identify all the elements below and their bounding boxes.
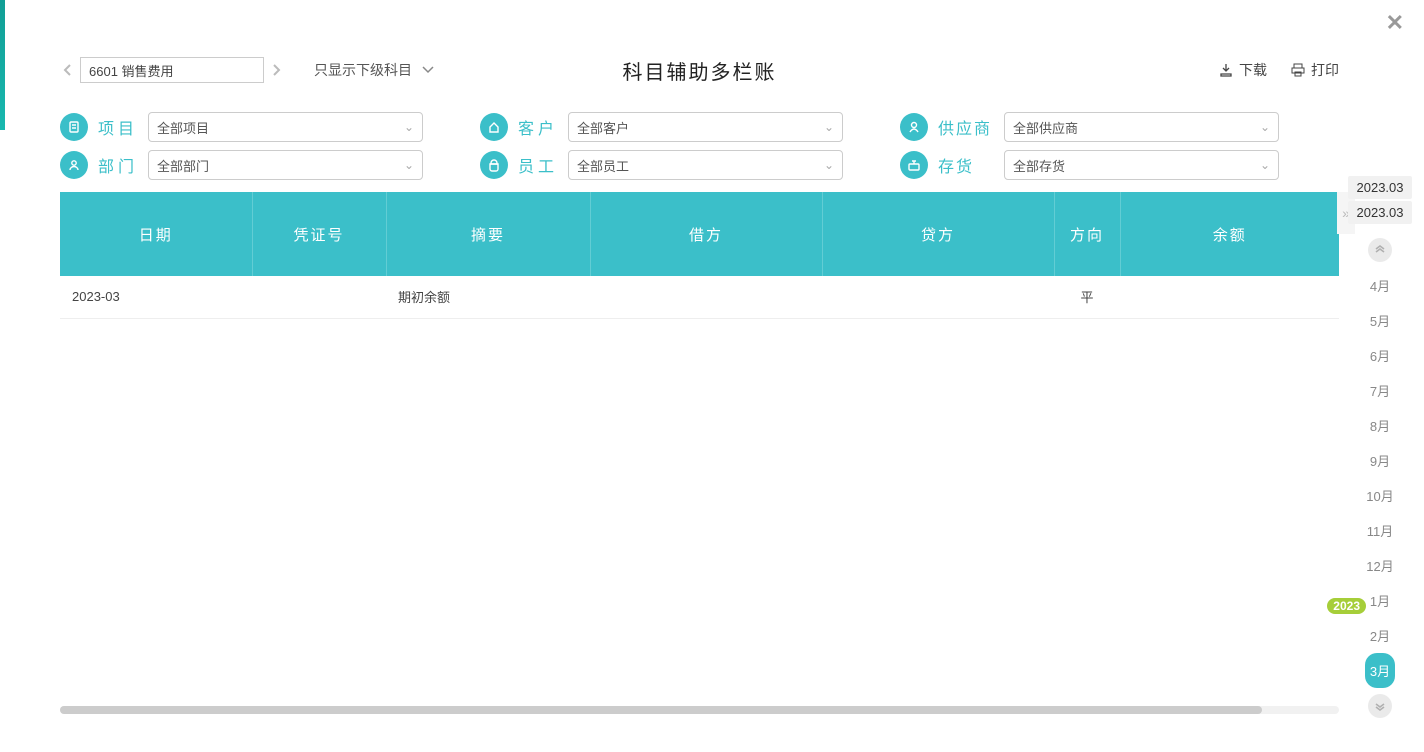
customer-icon xyxy=(480,113,508,141)
supplier-selected: 全部供应商 xyxy=(1013,118,1078,137)
chevron-down-icon xyxy=(422,66,434,74)
inventory-label: 存货 xyxy=(938,153,994,177)
month-item[interactable]: 6月 xyxy=(1348,338,1412,373)
month-item[interactable]: 3月 xyxy=(1365,653,1395,688)
inventory-icon xyxy=(900,151,928,179)
inventory-select[interactable]: 全部存货 ⌄ xyxy=(1004,150,1279,180)
department-select[interactable]: 全部部门 ⌄ xyxy=(148,150,423,180)
scrollbar-thumb[interactable] xyxy=(60,706,1262,714)
cell-balance xyxy=(1120,276,1339,318)
title-actions: 下载 打印 xyxy=(1219,60,1339,80)
period-from[interactable]: 2023.03 xyxy=(1348,176,1412,199)
department-icon xyxy=(60,151,88,179)
col-credit: 贷方 xyxy=(822,192,1054,276)
table-wrap: » 日期 凭证号 摘要 借方 贷方 方向 余额 2023-03期初余额平 xyxy=(60,192,1339,319)
department-selected: 全部部门 xyxy=(157,156,209,175)
month-item[interactable]: 7月 xyxy=(1348,373,1412,408)
chevron-down-icon: ⌄ xyxy=(404,120,414,134)
month-item[interactable]: 9月 xyxy=(1348,443,1412,478)
col-date: 日期 xyxy=(60,192,252,276)
inventory-selected: 全部存货 xyxy=(1013,156,1065,175)
chevron-down-icon: ⌄ xyxy=(824,158,834,172)
month-item[interactable]: 12月 xyxy=(1348,548,1412,583)
cell-debit xyxy=(590,276,822,318)
month-list: 4月5月6月7月8月9月10月11月12月1月2月3月 xyxy=(1348,268,1412,688)
col-abstract: 摘要 xyxy=(386,192,590,276)
filter-group-supplier: 供应商 全部供应商 ⌄ xyxy=(900,112,1339,142)
ledger-table: 日期 凭证号 摘要 借方 贷方 方向 余额 2023-03 期初余额 平 xyxy=(60,192,1339,319)
horizontal-scrollbar[interactable] xyxy=(60,706,1339,714)
chevron-down-icon: ⌄ xyxy=(1260,158,1270,172)
period-side-panel: 2023.03 2023.03 4月5月6月7月8月9月10月11月12月1月2… xyxy=(1348,176,1412,724)
month-item[interactable]: 4月 xyxy=(1348,268,1412,303)
month-item[interactable]: 8月 xyxy=(1348,408,1412,443)
employee-selected: 全部员工 xyxy=(577,156,629,175)
cell-voucher-no xyxy=(252,276,386,318)
month-item[interactable]: 2月 xyxy=(1348,618,1412,653)
print-label: 打印 xyxy=(1311,60,1339,80)
project-icon xyxy=(60,113,88,141)
customer-selected: 全部客户 xyxy=(577,118,629,137)
download-button[interactable]: 下载 xyxy=(1219,60,1267,80)
main-panel: 只显示下级科目 科目辅助多栏账 下载 打印 项目 全部项目 xyxy=(60,50,1339,732)
filter-group-employee: 员工 全部员工 ⌄ xyxy=(480,150,900,180)
year-chip: 2023 xyxy=(1327,598,1366,614)
month-item[interactable]: 5月 xyxy=(1348,303,1412,338)
chevron-down-icon: ⌄ xyxy=(1260,120,1270,134)
department-label: 部门 xyxy=(98,153,138,177)
display-mode-select[interactable]: 只显示下级科目 xyxy=(314,60,434,80)
prev-subject-icon[interactable] xyxy=(60,62,76,78)
filter-panel: 项目 全部项目 ⌄ 客户 全部客户 ⌄ 供应 xyxy=(60,108,1339,184)
employee-label: 员工 xyxy=(518,153,558,177)
scroll-down-icon[interactable] xyxy=(1368,694,1392,718)
customer-label: 客户 xyxy=(518,115,558,139)
print-icon xyxy=(1291,63,1305,77)
left-strip xyxy=(0,0,5,130)
filter-group-inventory: 存货 全部存货 ⌄ xyxy=(900,150,1339,180)
download-label: 下载 xyxy=(1239,60,1267,80)
title-bar: 只显示下级科目 科目辅助多栏账 下载 打印 xyxy=(60,50,1339,90)
project-selected: 全部项目 xyxy=(157,118,209,137)
cell-date: 2023-03 xyxy=(60,276,252,318)
print-button[interactable]: 打印 xyxy=(1291,60,1339,80)
close-icon[interactable]: ✕ xyxy=(1386,10,1404,36)
month-item[interactable]: 11月 xyxy=(1348,513,1412,548)
filter-group-customer: 客户 全部客户 ⌄ xyxy=(480,112,900,142)
employee-icon xyxy=(480,151,508,179)
table-row: 2023-03 期初余额 平 xyxy=(60,276,1339,318)
supplier-label: 供应商 xyxy=(938,115,994,139)
project-select[interactable]: 全部项目 ⌄ xyxy=(148,112,423,142)
col-debit: 借方 xyxy=(590,192,822,276)
filter-group-project: 项目 全部项目 ⌄ xyxy=(60,112,480,142)
employee-select[interactable]: 全部员工 ⌄ xyxy=(568,150,843,180)
period-to[interactable]: 2023.03 xyxy=(1348,201,1412,224)
project-label: 项目 xyxy=(98,115,138,139)
subject-input[interactable] xyxy=(80,57,264,83)
cell-direction: 平 xyxy=(1054,276,1120,318)
col-direction: 方向 xyxy=(1054,192,1120,276)
scroll-up-icon[interactable] xyxy=(1368,238,1392,262)
customer-select[interactable]: 全部客户 ⌄ xyxy=(568,112,843,142)
subject-navigator xyxy=(60,57,284,83)
cell-credit xyxy=(822,276,1054,318)
chevron-down-icon: ⌄ xyxy=(824,120,834,134)
month-item[interactable]: 10月 xyxy=(1348,478,1412,513)
col-balance: 余额 xyxy=(1120,192,1339,276)
next-subject-icon[interactable] xyxy=(268,62,284,78)
supplier-icon xyxy=(900,113,928,141)
supplier-select[interactable]: 全部供应商 ⌄ xyxy=(1004,112,1279,142)
display-mode-label: 只显示下级科目 xyxy=(314,60,412,80)
cell-abstract: 期初余额 xyxy=(386,276,590,318)
chevron-down-icon: ⌄ xyxy=(404,158,414,172)
col-voucher-no: 凭证号 xyxy=(252,192,386,276)
page-title: 科目辅助多栏账 xyxy=(623,56,777,85)
filter-group-department: 部门 全部部门 ⌄ xyxy=(60,150,480,180)
download-icon xyxy=(1219,63,1233,77)
